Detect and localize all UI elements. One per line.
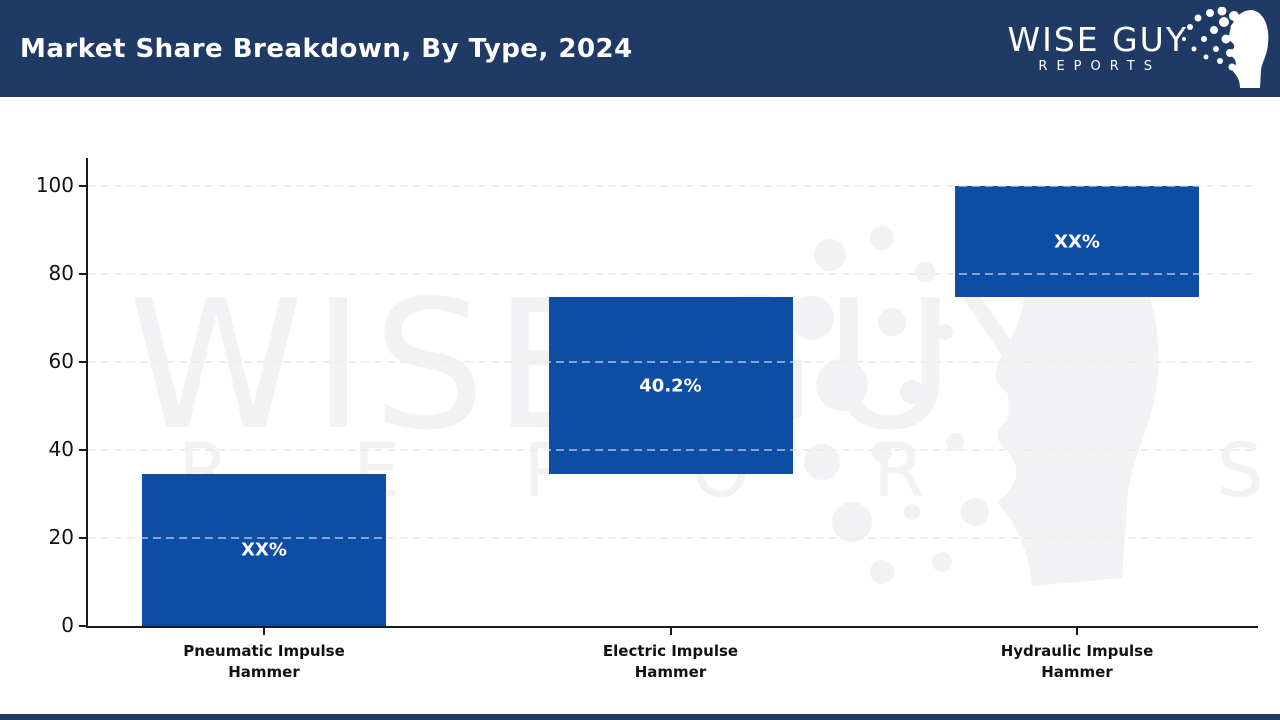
x-axis-tick — [669, 628, 672, 635]
x-category-label: Pneumatic Impulse Hammer — [183, 642, 345, 681]
footer-bar — [0, 714, 1280, 720]
y-axis-line — [86, 158, 88, 628]
bar-value-label: XX% — [1054, 231, 1100, 253]
header: Market Share Breakdown, By Type, 2024 WI… — [0, 0, 1280, 97]
x-axis-line — [86, 626, 1258, 628]
watermark-face-icon — [790, 224, 1159, 586]
gridline-overlay — [88, 449, 1257, 451]
y-axis-tick — [79, 625, 87, 627]
page-title: Market Share Breakdown, By Type, 2024 — [20, 33, 633, 64]
brand-subtitle: REPORTS — [1038, 59, 1162, 75]
y-tick-label: 100 — [35, 173, 74, 197]
brand-logo: WISE GUY REPORTS — [1007, 6, 1280, 91]
gridline-overlay — [88, 185, 1257, 187]
y-axis-tick — [79, 537, 87, 539]
bar-segment — [142, 474, 386, 626]
bar-segment — [955, 186, 1199, 298]
x-category-label: Electric Impulse Hammer — [602, 642, 739, 681]
y-tick-label: 60 — [48, 349, 74, 373]
y-tick-label: 20 — [48, 525, 74, 549]
y-axis-tick — [79, 449, 87, 451]
brand-logo-text: WISE GUY REPORTS — [1007, 19, 1188, 75]
y-axis-tick — [79, 273, 87, 275]
gridline-overlay — [88, 273, 1257, 275]
bar-segment — [548, 297, 793, 475]
bar-value-label: XX% — [241, 539, 287, 561]
y-tick-label: 0 — [61, 613, 74, 637]
y-tick-label: 40 — [48, 437, 74, 461]
bar-value-label: 40.2% — [639, 375, 702, 397]
face-profile-logo-icon — [1182, 6, 1269, 88]
x-category-label: Hydraulic Impulse Hammer — [1000, 642, 1154, 681]
y-axis-tick — [79, 185, 87, 187]
brand-name: WISE GUY — [1007, 19, 1188, 59]
y-tick-label: 80 — [48, 261, 74, 285]
gridline-overlay — [88, 537, 1257, 539]
gridline-overlay — [88, 361, 1257, 363]
x-axis-tick — [1076, 628, 1078, 635]
y-axis-tick — [79, 361, 87, 363]
x-axis-tick — [263, 628, 265, 635]
